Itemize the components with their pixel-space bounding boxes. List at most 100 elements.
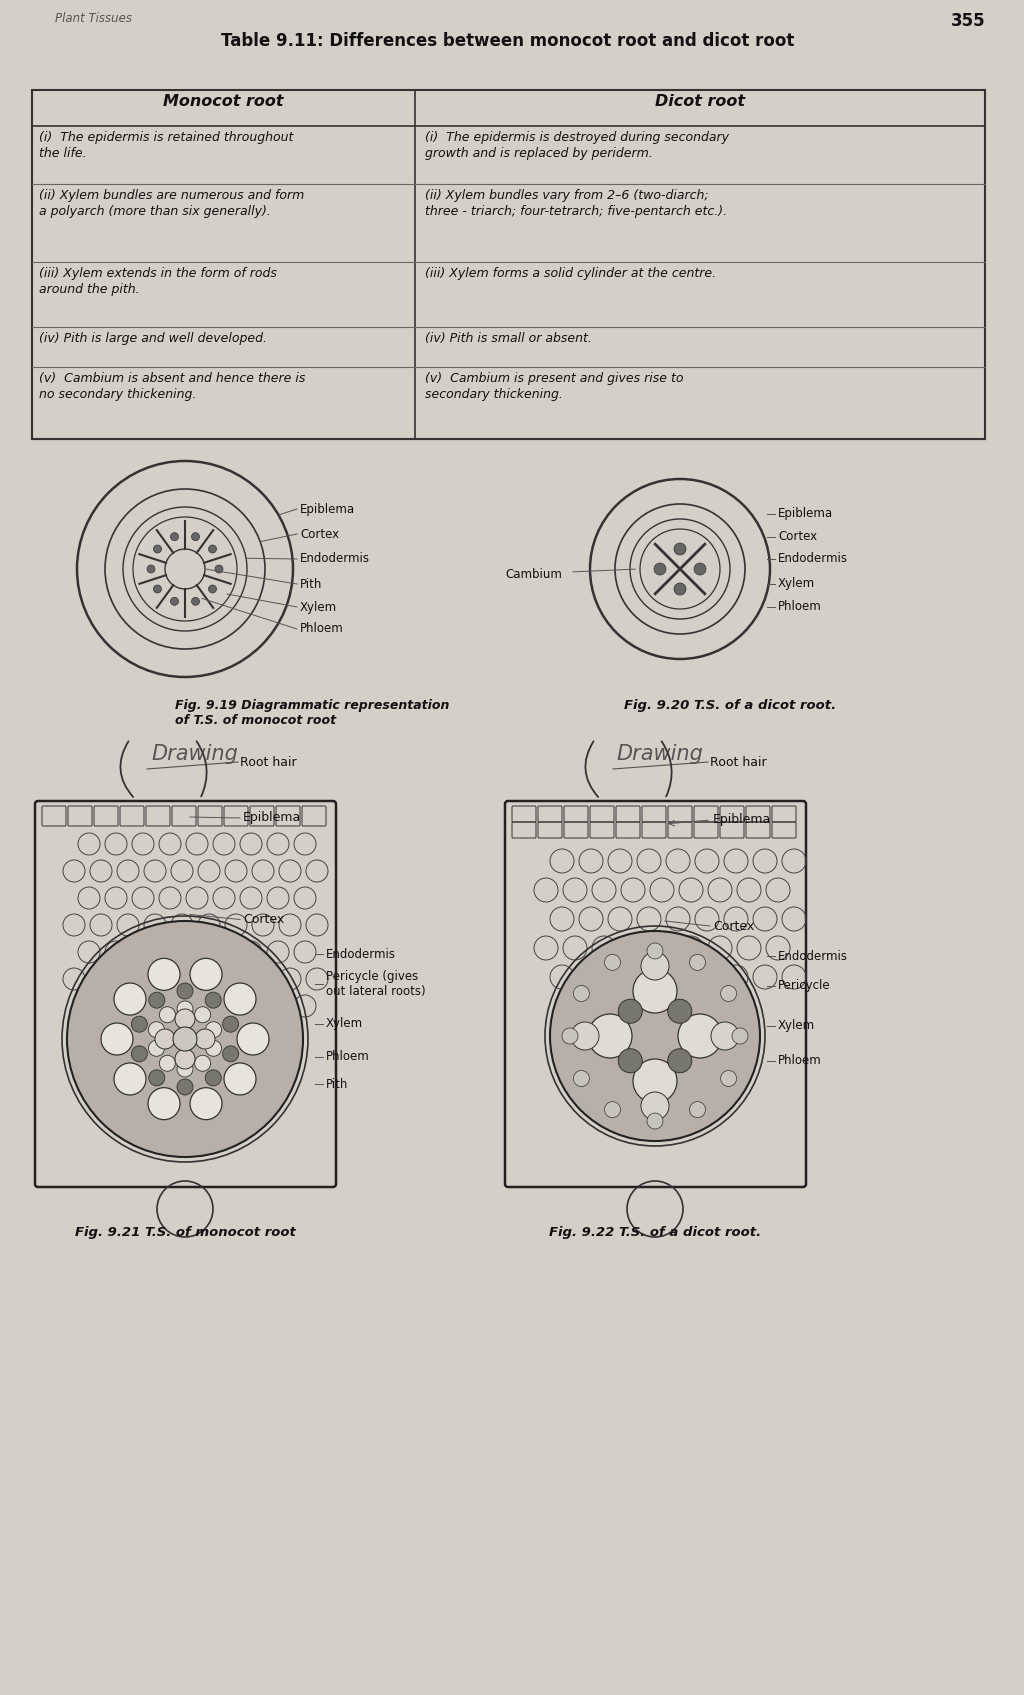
Circle shape: [206, 1022, 221, 1037]
Text: Cortex: Cortex: [243, 914, 285, 925]
Circle shape: [114, 983, 146, 1015]
Text: Xylem: Xylem: [326, 1017, 364, 1031]
Text: (iv) Pith is large and well developed.: (iv) Pith is large and well developed.: [39, 332, 267, 346]
Text: Epiblema: Epiblema: [300, 502, 355, 515]
Circle shape: [573, 985, 590, 1002]
Text: Epiblema: Epiblema: [243, 812, 301, 824]
Circle shape: [173, 1027, 197, 1051]
Circle shape: [205, 992, 221, 1009]
Circle shape: [562, 1027, 578, 1044]
Circle shape: [190, 1088, 222, 1120]
Circle shape: [148, 992, 165, 1009]
Circle shape: [654, 563, 666, 575]
Circle shape: [647, 1114, 663, 1129]
Circle shape: [668, 1000, 692, 1024]
Circle shape: [190, 958, 222, 990]
Text: Cambium: Cambium: [505, 568, 562, 580]
Text: Endodermis: Endodermis: [778, 949, 848, 963]
Text: Fig. 9.19 Diagrammatic representation
of T.S. of monocot root: Fig. 9.19 Diagrammatic representation of…: [175, 698, 450, 727]
Circle shape: [694, 563, 706, 575]
Circle shape: [604, 954, 621, 971]
Circle shape: [148, 1070, 165, 1086]
Circle shape: [177, 1080, 193, 1095]
Circle shape: [550, 931, 760, 1141]
Circle shape: [689, 954, 706, 971]
Text: Phloem: Phloem: [326, 1051, 370, 1063]
Circle shape: [114, 1063, 146, 1095]
Circle shape: [721, 985, 736, 1002]
Text: Pith: Pith: [300, 578, 323, 590]
Circle shape: [721, 1071, 736, 1086]
Circle shape: [689, 1102, 706, 1117]
Text: Xylem: Xylem: [778, 1019, 815, 1032]
Circle shape: [668, 1049, 692, 1073]
Circle shape: [222, 1017, 239, 1032]
Text: Fig. 9.22 T.S. of a dicot root.: Fig. 9.22 T.S. of a dicot root.: [549, 1225, 761, 1239]
Circle shape: [175, 1009, 195, 1029]
Circle shape: [131, 1017, 147, 1032]
Text: (iv) Pith is small or absent.: (iv) Pith is small or absent.: [425, 332, 592, 346]
Circle shape: [147, 564, 155, 573]
Text: (ii) Xylem bundles are numerous and form
a polyarch (more than six generally).: (ii) Xylem bundles are numerous and form…: [39, 190, 304, 219]
Circle shape: [215, 564, 223, 573]
Text: (i)  The epidermis is destroyed during secondary
growth and is replaced by perid: (i) The epidermis is destroyed during se…: [425, 131, 729, 159]
Circle shape: [224, 1063, 256, 1095]
Circle shape: [155, 1029, 175, 1049]
Circle shape: [571, 1022, 599, 1049]
Circle shape: [678, 1014, 722, 1058]
Circle shape: [633, 1059, 677, 1103]
Text: Xylem: Xylem: [300, 600, 337, 614]
Text: Drawing: Drawing: [616, 744, 703, 764]
Circle shape: [148, 1041, 165, 1056]
Text: Cortex: Cortex: [713, 919, 755, 932]
Text: Cortex: Cortex: [300, 527, 339, 541]
Circle shape: [191, 597, 200, 605]
Text: Drawing: Drawing: [152, 744, 239, 764]
Text: (iii) Xylem forms a solid cylinder at the centre.: (iii) Xylem forms a solid cylinder at th…: [425, 268, 716, 280]
Text: (i)  The epidermis is retained throughout
the life.: (i) The epidermis is retained throughout…: [39, 131, 293, 159]
Text: Pith: Pith: [326, 1078, 348, 1090]
Circle shape: [641, 953, 669, 980]
Text: Endodermis: Endodermis: [326, 948, 396, 961]
Circle shape: [148, 958, 180, 990]
Circle shape: [573, 1071, 590, 1086]
Circle shape: [148, 1022, 165, 1037]
Circle shape: [224, 983, 256, 1015]
Circle shape: [160, 1007, 175, 1022]
Text: Fig. 9.20 T.S. of a dicot root.: Fig. 9.20 T.S. of a dicot root.: [624, 698, 836, 712]
Circle shape: [177, 1002, 193, 1017]
Circle shape: [641, 1092, 669, 1120]
Circle shape: [101, 1024, 133, 1054]
Text: Endodermis: Endodermis: [300, 553, 370, 566]
Circle shape: [711, 1022, 739, 1049]
Text: Plant Tissues: Plant Tissues: [55, 12, 132, 25]
Circle shape: [732, 1027, 748, 1044]
Circle shape: [175, 1049, 195, 1070]
Circle shape: [674, 542, 686, 554]
Circle shape: [195, 1029, 215, 1049]
Text: Pericycle: Pericycle: [778, 980, 830, 993]
Text: Root hair: Root hair: [710, 756, 767, 768]
Text: Phloem: Phloem: [778, 1054, 821, 1068]
Circle shape: [177, 983, 193, 998]
Text: (v)  Cambium is present and gives rise to
secondary thickening.: (v) Cambium is present and gives rise to…: [425, 371, 683, 402]
Circle shape: [209, 546, 216, 553]
Circle shape: [222, 1046, 239, 1061]
Text: Monocot root: Monocot root: [163, 93, 284, 108]
Text: Epiblema: Epiblema: [713, 814, 771, 827]
Circle shape: [67, 920, 303, 1158]
Text: Table 9.11: Differences between monocot root and dicot root: Table 9.11: Differences between monocot …: [221, 32, 795, 49]
Circle shape: [154, 585, 162, 593]
Text: (ii) Xylem bundles vary from 2–6 (two-diarch;
three - triarch; four-tetrarch; fi: (ii) Xylem bundles vary from 2–6 (two-di…: [425, 190, 727, 219]
Text: (v)  Cambium is absent and hence there is
no secondary thickening.: (v) Cambium is absent and hence there is…: [39, 371, 305, 402]
Text: Xylem: Xylem: [778, 578, 815, 590]
Circle shape: [618, 1000, 642, 1024]
Circle shape: [195, 1056, 211, 1071]
Circle shape: [177, 1061, 193, 1076]
Circle shape: [588, 1014, 632, 1058]
Circle shape: [131, 1046, 147, 1061]
Text: Pericycle (gives
out lateral roots): Pericycle (gives out lateral roots): [326, 970, 426, 998]
Text: Cortex: Cortex: [778, 531, 817, 544]
Circle shape: [170, 597, 178, 605]
Circle shape: [160, 1056, 175, 1071]
